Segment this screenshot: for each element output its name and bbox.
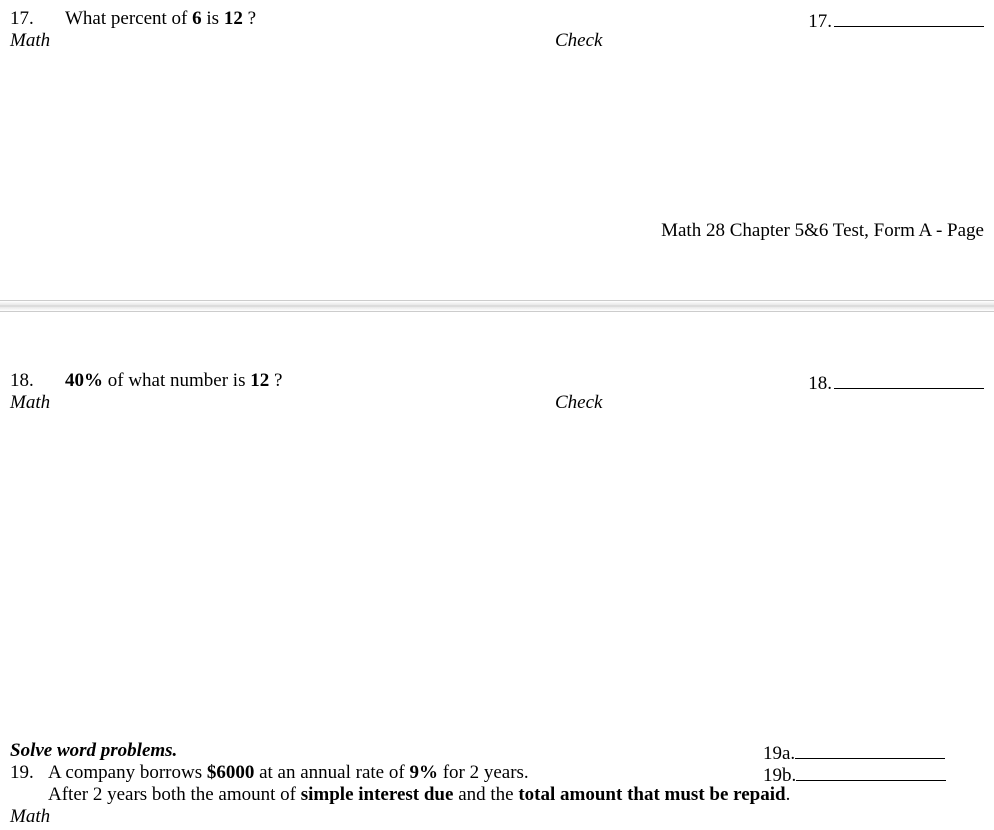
q19-heading: Solve word problems. <box>10 740 177 761</box>
q18-bold-40pct: 40% <box>65 370 103 391</box>
q17-check-label: Check <box>555 30 602 52</box>
question-17-block: 17. What percent of 6 is 12 ? 17. Math C… <box>0 0 994 60</box>
q17-text-post: ? <box>243 8 256 29</box>
q19-bold-9pct: 9% <box>409 762 438 783</box>
q19a-label: 19a. <box>763 743 795 764</box>
q19-heading-row: Solve word problems. 19a. <box>10 740 984 762</box>
q19-number: 19. <box>10 762 48 784</box>
q19-text-pre: A company borrows <box>48 762 207 783</box>
q17-math-check-row: Math Check <box>10 30 984 52</box>
q18-bold-12: 12 <box>250 370 269 391</box>
question-18-block: 18. 40% of what number is 12 ? 18. Math … <box>0 370 994 414</box>
q19b-answer-slot: 19b. <box>763 762 946 787</box>
q18-answer-slot: 18. <box>808 370 984 395</box>
q18-answer-line[interactable] <box>834 370 984 389</box>
q18-text-post: ? <box>269 370 282 391</box>
q17-answer-slot: 17. <box>808 8 984 33</box>
q18-number: 18. <box>10 370 65 392</box>
question-18-row: 18. 40% of what number is 12 ? 18. <box>10 370 984 392</box>
question-17-row: 17. What percent of 6 is 12 ? 17. <box>10 8 984 30</box>
page-divider <box>0 300 994 312</box>
q19b-label: 19b. <box>763 765 796 786</box>
q19-line2-mid: and the <box>453 784 518 805</box>
question-19-row: 19. A company borrows $6000 at an annual… <box>10 762 984 784</box>
q19-bold-simple-interest: simple interest due <box>301 784 454 805</box>
q18-answer-label: 18. <box>808 373 832 394</box>
q17-math-label: Math <box>10 30 65 52</box>
q19b-answer-line[interactable] <box>796 762 946 781</box>
q17-answer-label: 17. <box>808 11 832 32</box>
q17-text-mid: is <box>202 8 224 29</box>
question-19-block: Solve word problems. 19a. 19. A company … <box>0 740 994 828</box>
q19a-answer-line[interactable] <box>795 740 945 759</box>
q17-text-pre: What percent of <box>65 8 192 29</box>
q19-math-label: Math <box>10 806 984 828</box>
q18-check-label: Check <box>555 392 602 414</box>
q17-number: 17. <box>10 8 65 30</box>
q18-math-label: Math <box>10 392 65 414</box>
q19-text-line1: A company borrows $6000 at an annual rat… <box>48 762 529 784</box>
q19-line2-pre: After 2 years both the amount of <box>48 784 301 805</box>
q19-bold-6000: $6000 <box>207 762 255 783</box>
q18-text-mid: of what number is <box>103 370 250 391</box>
q19-line2-post: . <box>786 784 791 805</box>
q17-answer-line[interactable] <box>834 8 984 27</box>
q19-bold-total-amount: total amount that must be repaid <box>518 784 785 805</box>
q17-bold-6: 6 <box>192 8 202 29</box>
page-footer-text: Math 28 Chapter 5&6 Test, Form A - Page <box>661 220 984 241</box>
q17-bold-12: 12 <box>224 8 243 29</box>
q18-math-check-row: Math Check <box>10 392 984 414</box>
q19-text-line2: After 2 years both the amount of simple … <box>10 784 984 806</box>
q19-text-mid1: at an annual rate of <box>254 762 409 783</box>
page-footer: Math 28 Chapter 5&6 Test, Form A - Page <box>661 220 984 242</box>
q19-text-mid2: for 2 years. <box>438 762 529 783</box>
